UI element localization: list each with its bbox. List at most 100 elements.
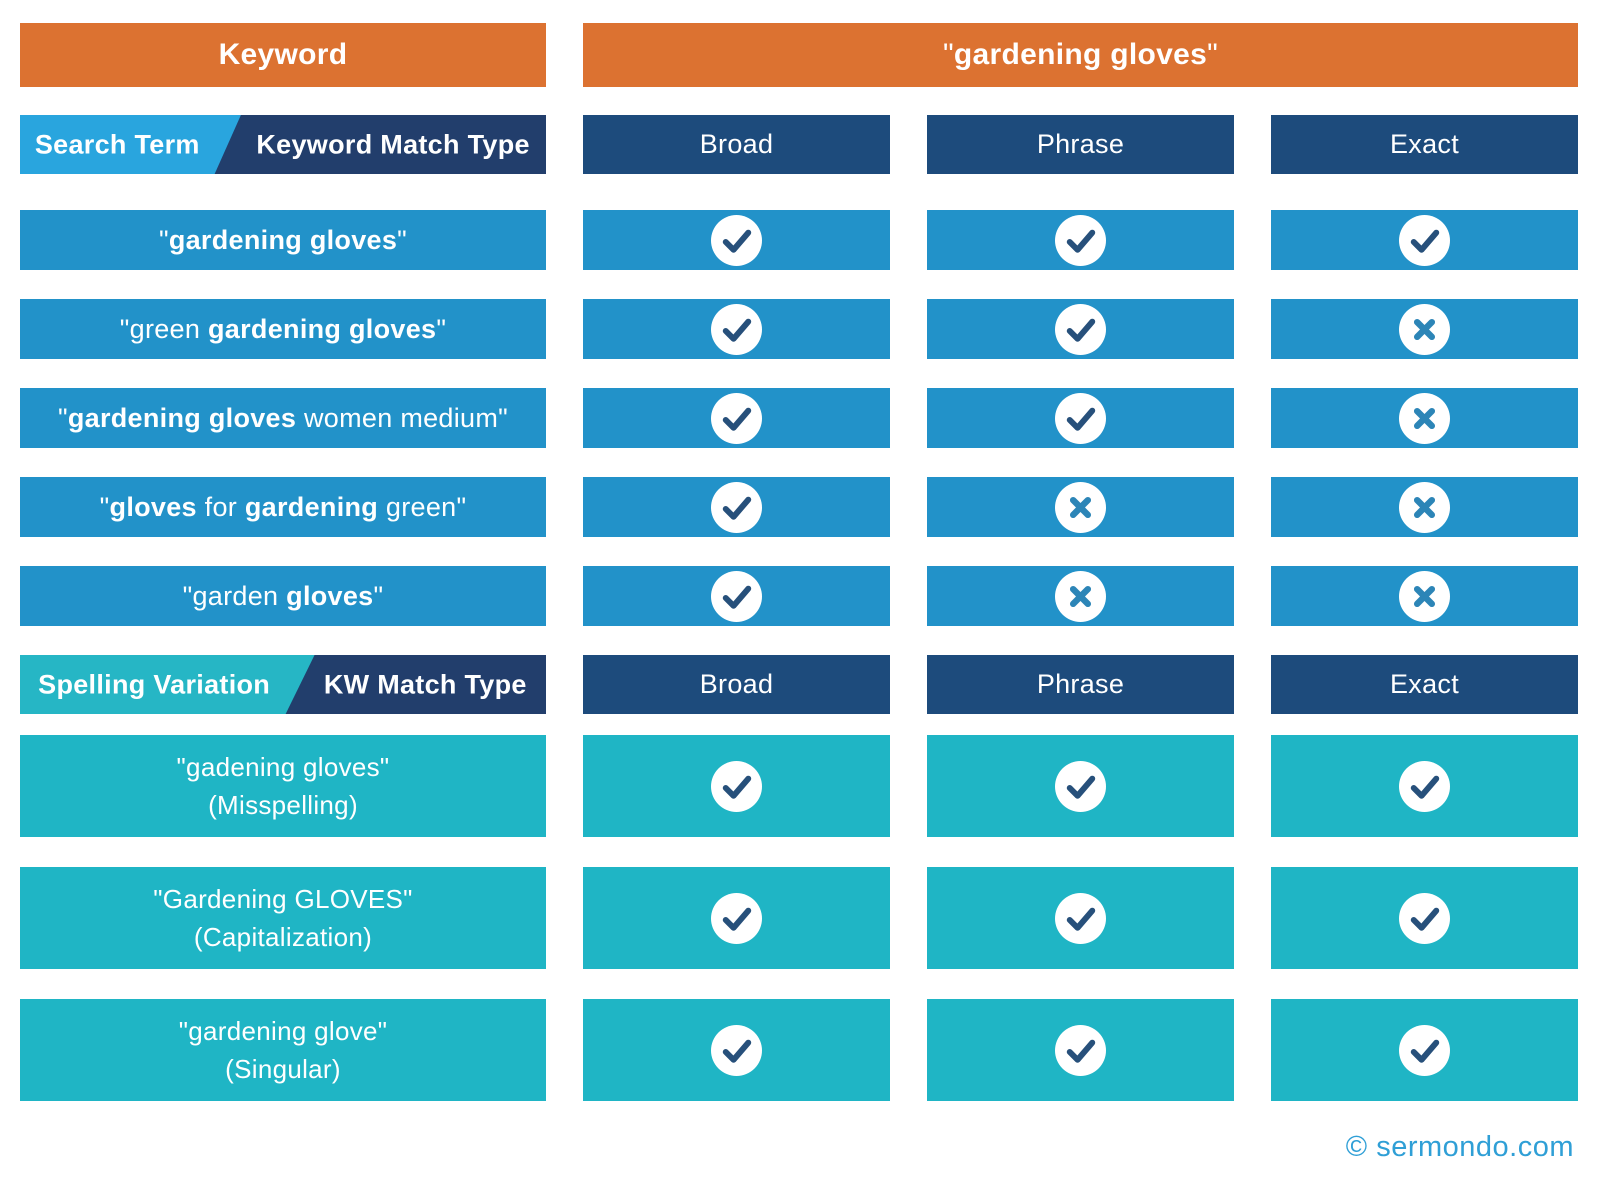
match-cell-phrase — [927, 566, 1234, 626]
check-icon — [711, 760, 762, 812]
spelling-variation-cell: "Gardening GLOVES" (Capitalization) — [20, 867, 546, 969]
cross-icon — [1399, 392, 1450, 444]
check-icon — [1055, 214, 1106, 266]
keyword-value-text: "gardening gloves" — [942, 38, 1219, 71]
match-cell-broad — [583, 867, 890, 969]
check-icon — [1055, 303, 1106, 355]
search-term-cell: "garden gloves " — [20, 566, 546, 626]
match-cell-phrase — [927, 999, 1234, 1101]
phrase-label: Phrase — [1036, 669, 1125, 699]
keyword-value-header: "gardening gloves" — [583, 23, 1578, 87]
cross-icon — [1399, 481, 1450, 533]
spelling-variation-header-row: Spelling Variation KW Match Type Broad P… — [20, 655, 1598, 714]
check-icon — [711, 214, 762, 266]
check-icon — [711, 1024, 762, 1076]
broad-label: Broad — [699, 669, 774, 699]
variation-text: "gardening glove" — [178, 1016, 388, 1047]
credit-line: © sermondo.com — [1345, 1131, 1574, 1163]
diagonal-split-shape — [285, 655, 546, 714]
match-cell-broad — [583, 735, 890, 837]
keyword-column-header: Keyword — [20, 23, 546, 87]
match-cell-exact — [1271, 210, 1578, 270]
check-icon — [1399, 214, 1450, 266]
diagonal-split-shape — [214, 115, 546, 174]
spelling-variation-row: "Gardening GLOVES" (Capitalization) — [20, 867, 1598, 969]
search-term-row: " gardening gloves " — [20, 210, 1598, 270]
exact-column-header: Exact — [1271, 115, 1578, 174]
search-term-cell: " gardening gloves " — [20, 210, 546, 270]
match-cell-phrase — [927, 388, 1234, 448]
variation-type: (Misspelling) — [208, 789, 358, 820]
broad-label: Broad — [699, 129, 774, 159]
exact-label: Exact — [1389, 669, 1460, 699]
check-icon — [1055, 760, 1106, 812]
search-term-row: "garden gloves " — [20, 566, 1598, 626]
search-term-cell: "green gardening gloves " — [20, 299, 546, 359]
broad-column-header: Broad — [583, 655, 890, 714]
exact-column-header: Exact — [1271, 655, 1578, 714]
search-term-rows: " gardening gloves " "green gardening glov… — [20, 210, 1598, 626]
search-term-label: Search Term — [34, 129, 200, 159]
match-cell-broad — [583, 999, 890, 1101]
phrase-label: Phrase — [1036, 129, 1125, 159]
top-header-row: Keyword "gardening gloves" — [20, 23, 1598, 87]
phrase-column-header: Phrase — [927, 115, 1234, 174]
exact-label: Exact — [1389, 129, 1460, 159]
match-cell-broad — [583, 388, 890, 448]
check-icon — [1055, 1024, 1106, 1076]
match-cell-broad — [583, 477, 890, 537]
match-cell-phrase — [927, 735, 1234, 837]
check-icon — [1055, 892, 1106, 944]
cross-icon — [1399, 303, 1450, 355]
spelling-variation-row: "gardening glove" (Singular) — [20, 999, 1598, 1101]
keyword-match-type-label: Keyword Match Type — [256, 129, 530, 159]
cross-icon — [1055, 481, 1106, 533]
match-cell-broad — [583, 299, 890, 359]
check-icon — [1055, 392, 1106, 444]
match-cell-exact — [1271, 299, 1578, 359]
spelling-variation-cell: "gadening gloves" (Misspelling) — [20, 735, 546, 837]
match-cell-exact — [1271, 388, 1578, 448]
check-icon — [711, 892, 762, 944]
check-icon — [1399, 760, 1450, 812]
match-cell-phrase — [927, 477, 1234, 537]
phrase-column-header: Phrase — [927, 655, 1234, 714]
variation-type: (Singular) — [225, 1053, 341, 1084]
keyword-match-type-infographic: Keyword "gardening gloves" Search Term K… — [20, 23, 1598, 1163]
spelling-variation-row: "gadening gloves" (Misspelling) — [20, 735, 1598, 837]
search-term-row: "green gardening gloves " — [20, 299, 1598, 359]
variation-text: "gadening gloves" — [176, 752, 390, 783]
kw-match-type-label: KW Match Type — [323, 669, 527, 699]
spelling-variation-rows: "gadening gloves" (Misspelling) "Gardenin… — [20, 735, 1598, 1101]
match-cell-phrase — [927, 867, 1234, 969]
variation-text: "Gardening GLOVES" — [153, 884, 413, 915]
keyword-header-label: Keyword — [218, 38, 348, 71]
variation-type: (Capitalization) — [193, 921, 373, 952]
check-icon — [711, 570, 762, 622]
match-cell-exact — [1271, 735, 1578, 837]
match-type-header-row: Search Term Keyword Match Type Broad Phr… — [20, 115, 1598, 174]
match-cell-broad — [583, 566, 890, 626]
spelling-variation-label: Spelling Variation — [38, 669, 271, 699]
match-cell-exact — [1271, 477, 1578, 537]
check-icon — [711, 303, 762, 355]
check-icon — [1399, 1024, 1450, 1076]
check-icon — [711, 481, 762, 533]
search-term-match-type-split-header: Search Term Keyword Match Type — [20, 115, 546, 174]
match-cell-broad — [583, 210, 890, 270]
search-term-row: " gloves for gardening green" — [20, 477, 1598, 537]
search-term-cell: " gardening gloves women medium" — [20, 388, 546, 448]
spelling-variation-split-header: Spelling Variation KW Match Type — [20, 655, 546, 714]
cross-icon — [1055, 570, 1106, 622]
cross-icon — [1399, 570, 1450, 622]
match-cell-phrase — [927, 299, 1234, 359]
broad-column-header: Broad — [583, 115, 890, 174]
match-cell-exact — [1271, 867, 1578, 969]
check-icon — [1399, 892, 1450, 944]
spelling-variation-cell: "gardening glove" (Singular) — [20, 999, 546, 1101]
match-cell-exact — [1271, 999, 1578, 1101]
search-term-row: " gardening gloves women medium" — [20, 388, 1598, 448]
check-icon — [711, 392, 762, 444]
match-cell-phrase — [927, 210, 1234, 270]
search-term-cell: " gloves for gardening green" — [20, 477, 546, 537]
